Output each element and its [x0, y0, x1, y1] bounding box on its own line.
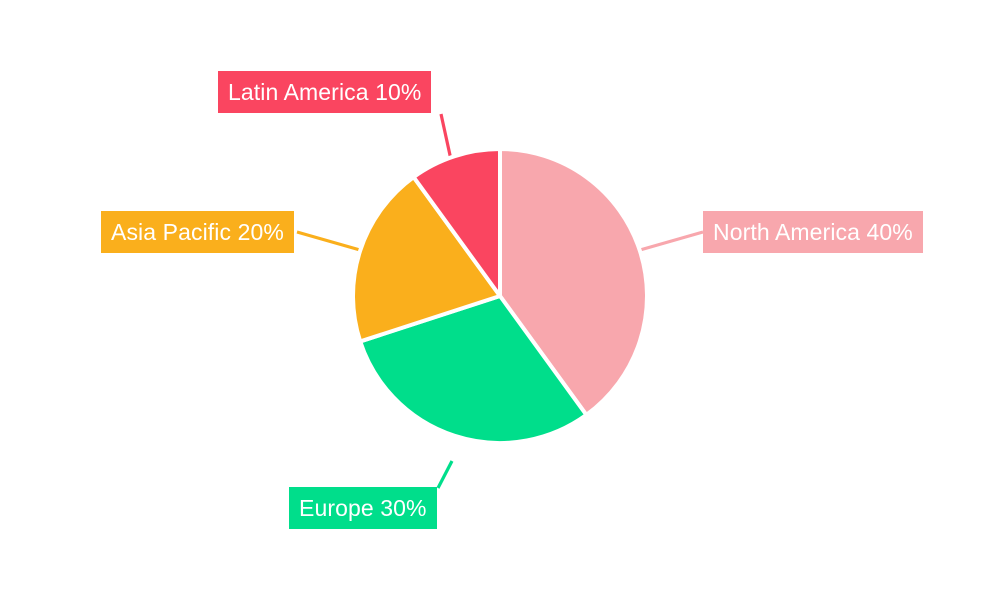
leader-line-asia-pacific [296, 230, 361, 252]
pie-label-latin-america[interactable]: Latin America 10% [218, 71, 432, 113]
pie-label-europe[interactable]: Europe 30% [289, 487, 437, 529]
leader-line-north-america [639, 230, 704, 252]
pie-label-latin-america-text: Latin America 10% [228, 78, 422, 105]
pie-label-asia-pacific[interactable]: Asia Pacific 20% [101, 211, 294, 253]
pie-wedge-group [351, 147, 649, 445]
pie-label-north-america[interactable]: North America 40% [703, 211, 923, 253]
pie-label-europe-text: Europe 30% [299, 494, 427, 521]
pie-slice-latin-america[interactable] [411, 147, 502, 298]
pie-slice-europe[interactable] [358, 294, 589, 445]
leader-line-europe [436, 460, 454, 489]
pie-slice-north-america[interactable] [498, 147, 649, 417]
pie-label-north-america-text: North America 40% [713, 218, 913, 245]
pie-slice-asia-pacific[interactable] [351, 175, 502, 344]
pie-label-asia-pacific-text: Asia Pacific 20% [111, 218, 284, 245]
